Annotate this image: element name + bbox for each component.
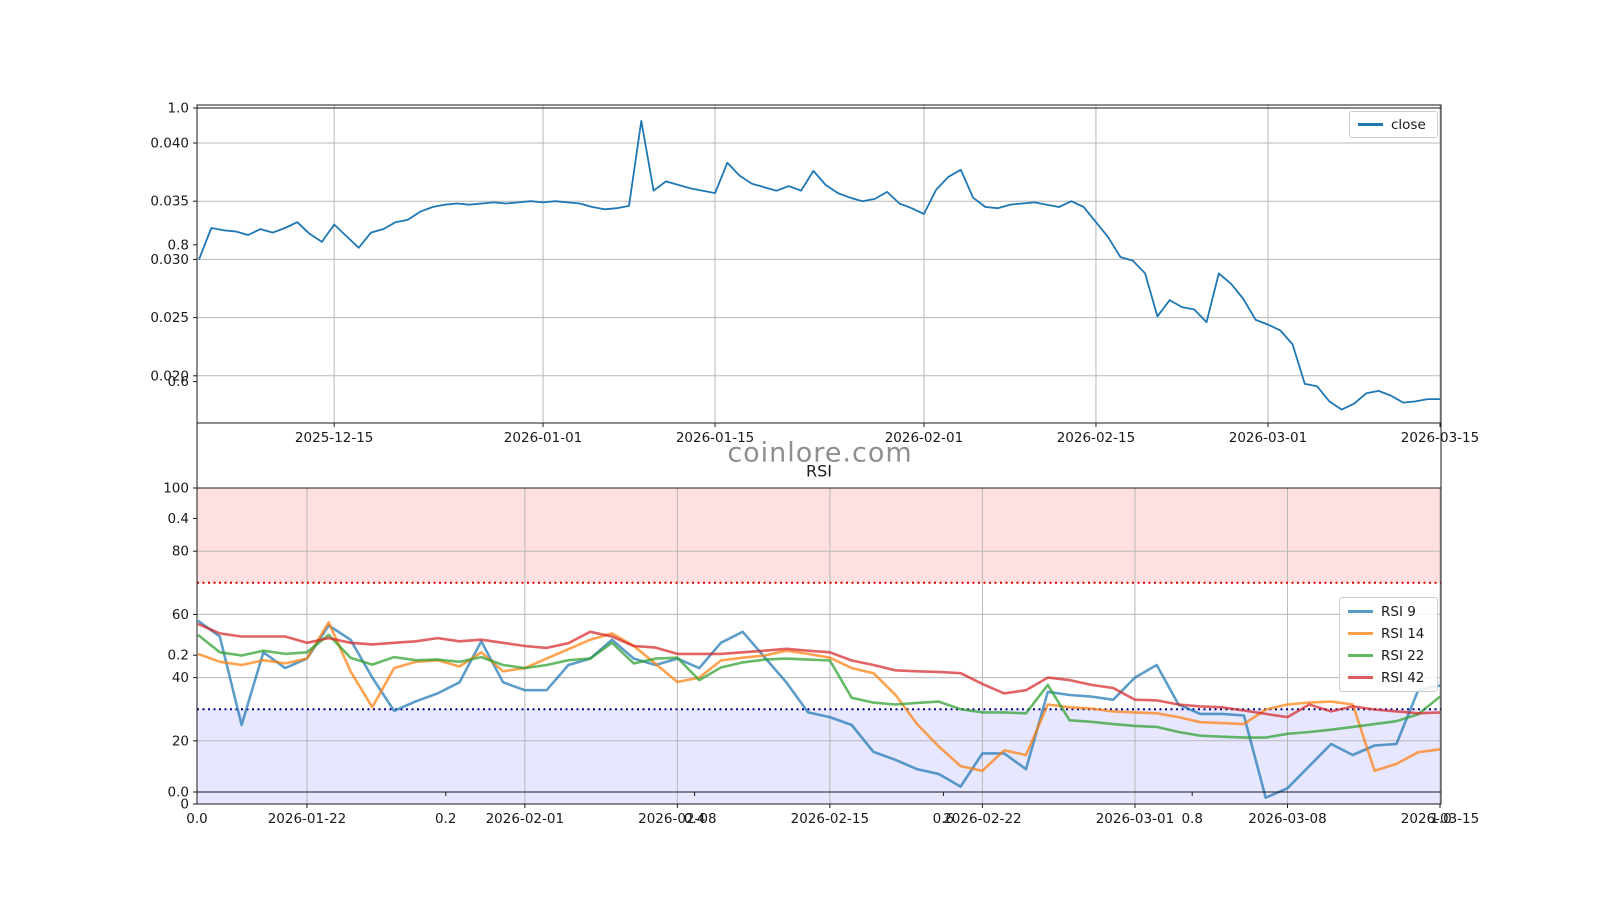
price-xtick-label: 2026-02-01 xyxy=(885,430,963,446)
price-xtick-label: 2026-01-15 xyxy=(676,430,754,446)
legend-item-close: close xyxy=(1358,116,1429,133)
rsi-ytick-label: 60 xyxy=(172,607,189,623)
rsi-xtick-label: 2026-02-08 xyxy=(638,811,716,827)
price-ytick-label: 0.040 xyxy=(150,136,189,152)
bg-ytick-label: 0.4 xyxy=(168,511,189,527)
bg-xtick-label: 0.0 xyxy=(186,811,207,827)
coinlore-watermark: coinlore.com xyxy=(727,437,913,469)
rsi-xtick-label: 2026-03-15 xyxy=(1401,811,1479,827)
rsi-xtick-label: 2026-03-08 xyxy=(1248,811,1326,827)
bg-xtick-label: 1.0 xyxy=(1430,811,1451,827)
bg-xtick-label: 0.8 xyxy=(1181,811,1202,827)
legend-label-rsi9: RSI 9 xyxy=(1381,603,1416,620)
bg-xtick-label: 0.2 xyxy=(435,811,456,827)
rsi-ytick-label: 0 xyxy=(180,797,189,813)
price-xtick-label: 2026-02-15 xyxy=(1057,430,1135,446)
bg-ytick-label: 0.8 xyxy=(168,237,189,253)
price-ytick-label: 0.025 xyxy=(150,310,189,326)
price-xtick-label: 2026-03-01 xyxy=(1229,430,1307,446)
rsi-xtick-label: 2026-02-15 xyxy=(791,811,869,827)
bg-xtick-label: 0.4 xyxy=(684,811,705,827)
rsi-xtick-label: 2026-01-22 xyxy=(268,811,346,827)
bg-ytick-label: 0.2 xyxy=(168,648,189,664)
close-line xyxy=(198,120,1440,411)
rsi9-line-swatch xyxy=(1348,610,1373,613)
background-axes-spines xyxy=(196,107,1442,793)
legend-item-rsi42: RSI 42 xyxy=(1348,669,1429,686)
bg-ytick-label: 0.0 xyxy=(168,785,189,801)
bg-ytick-label: 1.0 xyxy=(168,101,189,117)
rsi9-line xyxy=(197,619,1441,800)
overbought-band xyxy=(197,488,1441,583)
legend-label-rsi22: RSI 22 xyxy=(1381,647,1425,664)
bg-ytick-label: 0.6 xyxy=(168,374,189,390)
rsi-ytick-label: 40 xyxy=(172,670,189,686)
legend-label-rsi42: RSI 42 xyxy=(1381,669,1425,686)
rsi-ytick-label: 100 xyxy=(163,481,189,497)
price-xtick-label: 2026-01-01 xyxy=(504,430,582,446)
legend-item-rsi22: RSI 22 xyxy=(1348,647,1429,664)
price-ytick-label: 0.035 xyxy=(150,194,189,210)
legend-item-rsi14: RSI 14 xyxy=(1348,625,1429,642)
rsi42-line xyxy=(197,622,1441,719)
rsi14-line-swatch xyxy=(1348,632,1373,635)
rsi22-line xyxy=(197,633,1441,739)
rsi42-line-swatch xyxy=(1348,676,1373,679)
price-ytick-label: 0.030 xyxy=(150,252,189,268)
close-line-swatch xyxy=(1358,123,1383,126)
bg-xtick-label: 0.6 xyxy=(933,811,954,827)
rsi22-line-swatch xyxy=(1348,654,1373,657)
price-ytick-label: 0.020 xyxy=(150,368,189,384)
price-xtick-label: 2025-12-15 xyxy=(295,430,373,446)
legend-item-rsi9: RSI 9 xyxy=(1348,603,1429,620)
rsi-ytick-label: 20 xyxy=(172,733,189,749)
rsi-xtick-label: 2026-02-01 xyxy=(486,811,564,827)
rsi14-line xyxy=(197,620,1441,773)
legend-label-rsi14: RSI 14 xyxy=(1381,625,1425,642)
legend-label-close: close xyxy=(1391,116,1426,133)
price-chart-legend: close xyxy=(1349,111,1438,138)
rsi-ytick-label: 80 xyxy=(172,544,189,560)
rsi-chart-title: RSI xyxy=(806,461,832,481)
rsi-xtick-label: 2026-03-01 xyxy=(1096,811,1174,827)
rsi-chart-legend: RSI 9 RSI 14 RSI 22 RSI 42 xyxy=(1339,597,1438,692)
oversold-band xyxy=(197,709,1441,804)
price-xtick-label: 2026-03-15 xyxy=(1401,430,1479,446)
rsi-xtick-label: 2026-02-22 xyxy=(943,811,1021,827)
